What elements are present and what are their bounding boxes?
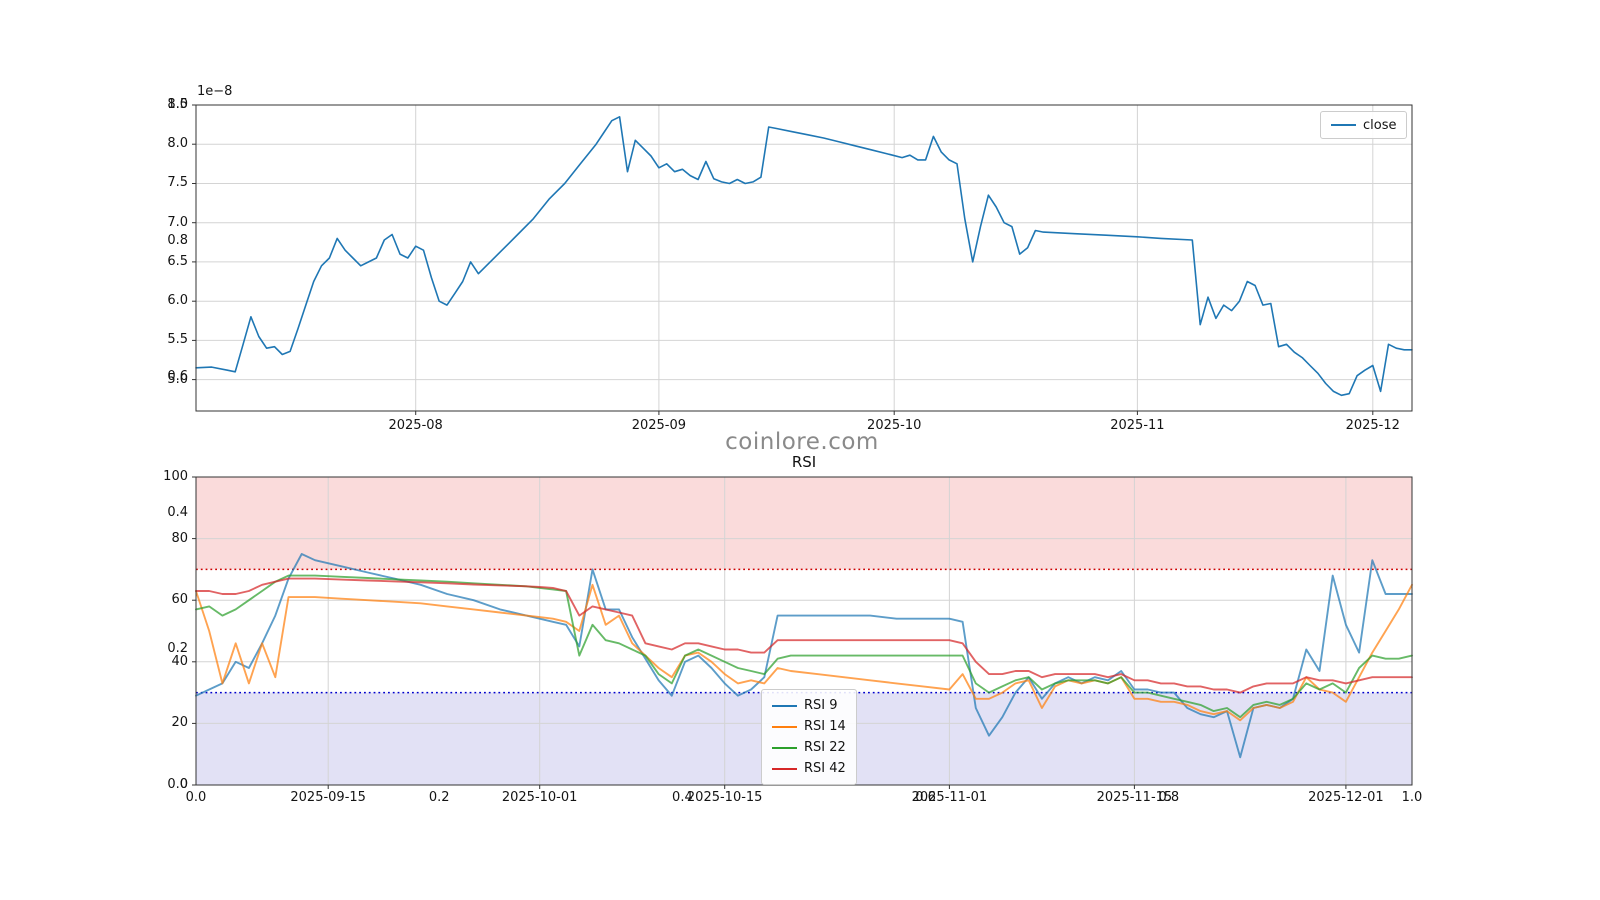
overlay-y-tick-label: 0.4 [167,505,188,520]
overlay-y-tick-label: 0.0 [167,777,188,792]
close-line-sample-icon [1331,124,1356,126]
price-y-tick-label: 5.0 [167,371,188,387]
y-axis-offset-label: 1e−8 [197,84,233,99]
price-y-tick-label: 6.0 [167,293,188,309]
legend-entry-close: close [1331,117,1396,133]
legend-entry-rsi22: RSI 22 [772,737,846,758]
rsi22-line-sample-icon [772,746,797,749]
overlay-y-tick-label: 1.0 [167,97,188,112]
price-y-tick-label: 5.5 [167,332,188,348]
rsi-y-tick-label: 0 [179,777,188,792]
price-y-tick-label: 8.0 [167,136,188,152]
legend-label-rsi42: RSI 42 [804,761,846,776]
rsi-x-tick-label: 2025-10-15 [686,790,763,805]
overlay-x-tick-label: 1.0 [1401,790,1423,805]
rsi-x-tick-label: 2025-10-01 [501,790,578,805]
rsi-legend: RSI 9 RSI 14 RSI 22 RSI 42 [761,689,857,785]
price-legend: close [1320,111,1408,139]
legend-entry-rsi14: RSI 14 [772,716,846,737]
price-y-tick-label: 7.5 [167,175,188,191]
overlay-x-tick-label: 0.8 [1158,790,1180,805]
rsi9-line-sample-icon [772,704,797,707]
rsi-x-tick-label: 2025-11-15 [1096,790,1173,805]
price-y-tick-label: 6.5 [167,253,188,269]
rsi-y-tick-label: 60 [171,592,188,608]
rsi-y-tick-label: 20 [171,715,188,731]
overlay-x-tick-label: 0.2 [428,790,450,805]
legend-entry-rsi42: RSI 42 [772,758,846,779]
rsi-title: RSI [791,453,817,471]
rsi-y-tick-label: 40 [171,653,188,669]
overlay-x-tick-label: 0.4 [672,790,693,805]
price-x-tick-label: 2025-09 [631,418,687,433]
price-x-tick-label: 2025-11 [1110,418,1165,433]
price-y-tick-label: 7.0 [167,214,188,230]
legend-label-close: close [1363,117,1397,133]
rsi14-line-sample-icon [772,725,797,728]
price-y-tick-label: 8.5 [167,97,188,112]
rsi-x-tick-label: 2025-11-01 [911,790,988,805]
overlay-y-tick-label: 0.8 [167,233,188,248]
legend-entry-rsi9: RSI 9 [772,695,846,716]
legend-label-rsi14: RSI 14 [804,719,846,734]
legend-label-rsi22: RSI 22 [804,740,846,755]
price-x-tick-label: 2025-12 [1345,418,1400,433]
rsi-y-tick-label: 80 [171,530,188,546]
rsi42-line-sample-icon [772,767,797,770]
price-x-tick-label: 2025-10 [867,418,922,433]
legend-label-rsi9: RSI 9 [804,698,838,713]
rsi-x-tick-label: 2025-12-01 [1308,790,1384,805]
overlay-x-tick-label: 0.6 [915,790,936,805]
price-x-tick-label: 2025-08 [388,418,443,433]
overlay-x-tick-label: 0.0 [185,790,207,805]
watermark: coinlore.com [725,429,879,455]
overlay-y-tick-label: 0.6 [167,369,188,384]
rsi-y-tick-label: 100 [163,469,188,484]
rsi-x-tick-label: 2025-09-15 [290,790,366,805]
overlay-y-tick-label: 0.2 [167,641,188,656]
